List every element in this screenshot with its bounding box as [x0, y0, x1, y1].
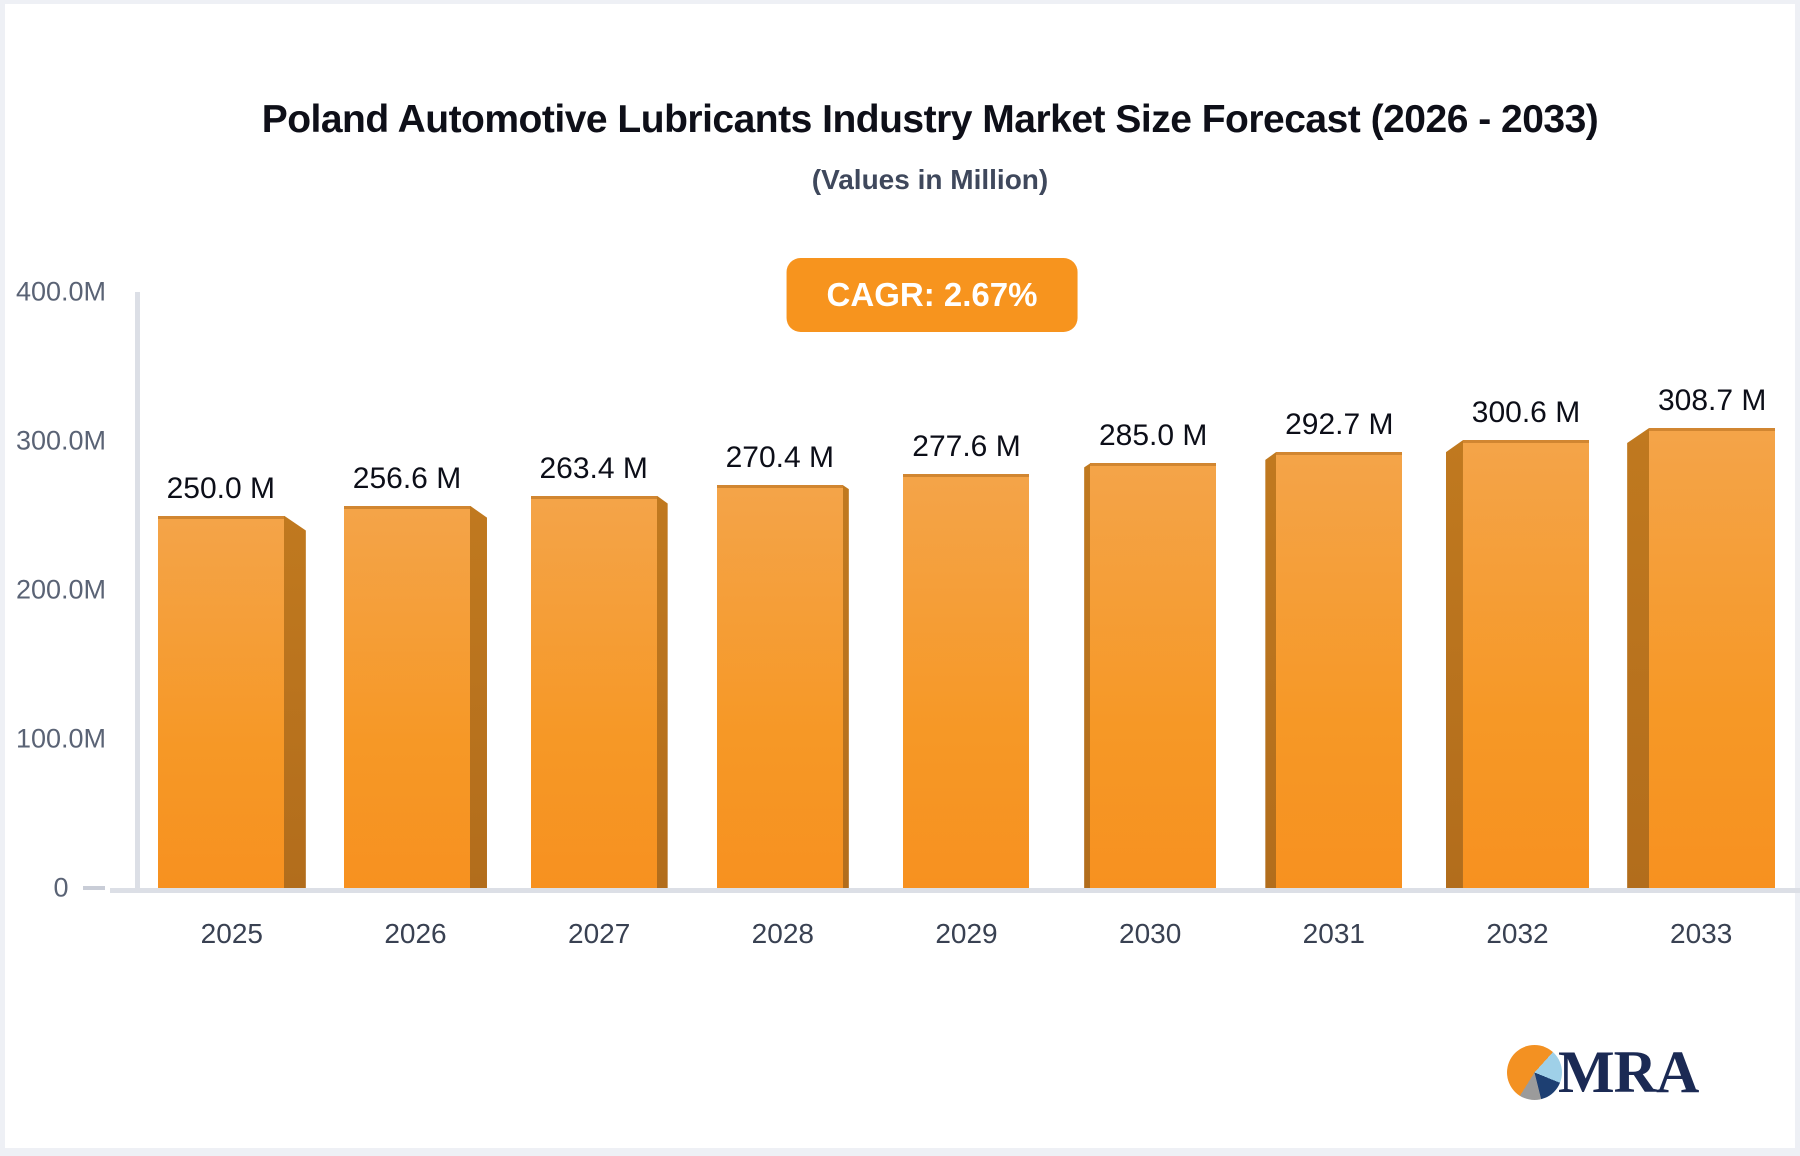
x-axis-line	[110, 888, 1800, 893]
x-tick-label: 2028	[751, 918, 814, 949]
bar-value-label: 277.6 M	[912, 430, 1021, 464]
bar-side-face	[1445, 440, 1463, 888]
chart-title: Poland Automotive Lubricants Industry Ma…	[261, 98, 1599, 141]
bar-2026[interactable]	[343, 505, 470, 888]
bar-2028[interactable]	[716, 485, 843, 888]
x-tick-label: 2025	[200, 918, 263, 949]
chart-header: Poland Automotive Lubricants Industry Ma…	[65, 98, 1795, 196]
x-tick-label: 2027	[568, 918, 631, 949]
bar-value-label: 263.4 M	[539, 451, 648, 485]
y-tick-label: 0	[53, 872, 69, 903]
bar-value-label: 300.6 M	[1471, 396, 1581, 430]
cagr-badge: CAGR: 2.67%	[786, 258, 1078, 332]
bar-slot-2032: 300.6 M 2032	[1426, 292, 1610, 949]
brand-logo: MRA	[1507, 1038, 1699, 1107]
bar-slot-2030: 285.0 M 2030	[1058, 292, 1242, 949]
plot-area: 250.0 M 2025 256.6 M 2026 263.4 M 2027 270.4 M…	[140, 292, 1793, 949]
x-tick-label: 2026	[384, 918, 447, 949]
bar-side-face	[1627, 428, 1650, 888]
bar-value-label: 250.0 M	[166, 471, 276, 505]
bar-value-label: 256.6 M	[352, 461, 462, 495]
bar-2032[interactable]	[1462, 440, 1589, 888]
x-tick-label: 2032	[1486, 918, 1549, 949]
bar-side-face	[656, 495, 668, 888]
bar-value-label: 285.0 M	[1098, 419, 1208, 453]
bar-side-face	[1265, 451, 1277, 888]
bar-side-face	[469, 505, 487, 888]
report-card: Poland Automotive Lubricants Industry Ma…	[5, 4, 1800, 1148]
x-tick-label: 2030	[1119, 918, 1182, 949]
bar-2025[interactable]	[157, 515, 284, 888]
bar-side-face	[283, 515, 306, 888]
bar-slot-2026: 256.6 M 2026	[324, 292, 508, 949]
logo-text: MRA	[1558, 1039, 1699, 1105]
bar-side-face	[1084, 463, 1091, 888]
y-tick-label: 200.0M	[15, 574, 107, 605]
y-tick-label: 100.0M	[15, 723, 107, 754]
bar-slot-2031: 292.7 M 2031	[1242, 292, 1426, 949]
y-tick-label: 400.0M	[15, 276, 107, 307]
bar-value-label: 292.7 M	[1285, 407, 1394, 441]
bar-value-label: 308.7 M	[1657, 384, 1767, 418]
x-tick-label: 2033	[1670, 918, 1733, 949]
x-tick-label: 2029	[935, 918, 998, 949]
bar-2031[interactable]	[1276, 451, 1403, 888]
bar-2030[interactable]	[1090, 463, 1217, 888]
bar-slot-2033: 308.7 M 2033	[1609, 292, 1793, 949]
bar-2029[interactable]	[903, 474, 1030, 888]
bar-side-face	[842, 485, 849, 888]
bar-value-label: 270.4 M	[725, 441, 835, 475]
bar-slot-2028: 270.4 M 2028	[691, 292, 875, 949]
y-axis-line	[135, 292, 140, 888]
y-axis-labels: 400.0M 300.0M 200.0M 100.0M 0	[9, 277, 113, 903]
bar-slot-2027: 263.4 M 2027	[507, 292, 691, 949]
x-tick-label: 2031	[1302, 918, 1365, 949]
bar-2033[interactable]	[1649, 428, 1776, 888]
bar-2027[interactable]	[530, 495, 657, 888]
y-tick-label: 300.0M	[15, 425, 107, 456]
logo-pie-icon	[1507, 1045, 1562, 1100]
zero-tick-mark	[83, 886, 105, 890]
bar-slot-2025: 250.0 M 2025	[140, 292, 324, 949]
bar-slot-2029: 277.6 M 2029	[875, 292, 1059, 949]
chart-subtitle: (Values in Million)	[811, 164, 1049, 195]
